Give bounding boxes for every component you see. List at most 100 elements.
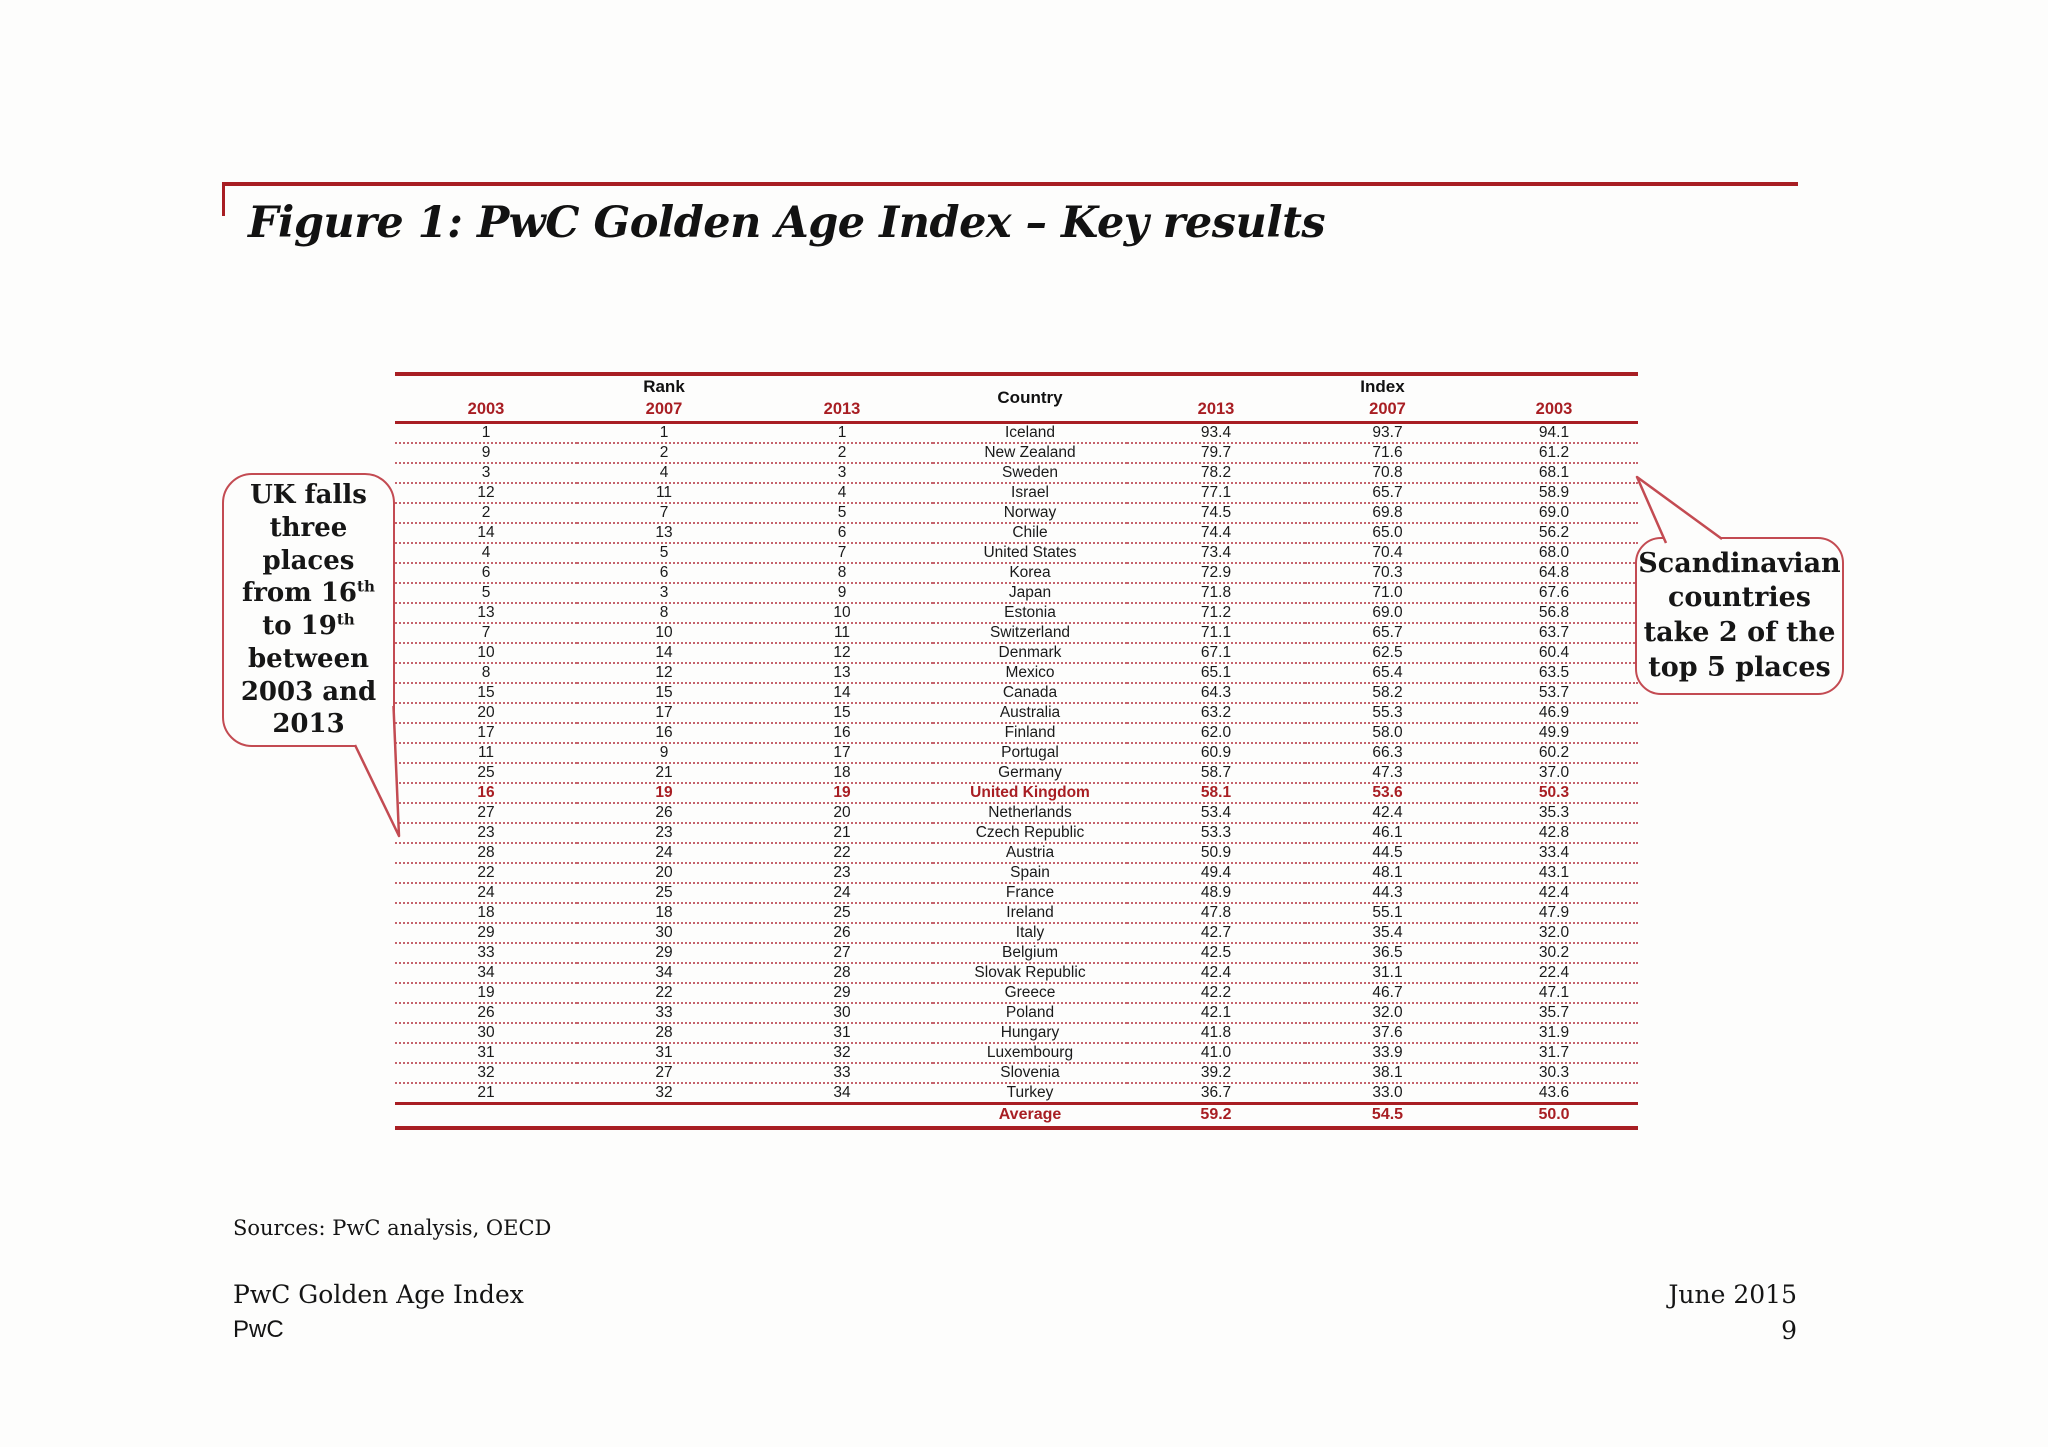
value-cell: 23 <box>395 822 577 844</box>
value-cell: 20 <box>395 702 577 724</box>
value-cell: 25 <box>751 902 933 924</box>
callout-uk-falls: UK falls three places from 16th to 19th … <box>222 473 395 747</box>
value-cell: 56.2 <box>1470 522 1639 544</box>
value-cell: 33 <box>751 1062 933 1084</box>
country-cell: France <box>933 882 1127 904</box>
country-cell: Luxembourg <box>933 1042 1127 1064</box>
value-cell: 48.9 <box>1127 882 1305 904</box>
footer-date: June 2015 <box>1668 1280 1797 1309</box>
value-cell: 3 <box>751 462 933 484</box>
value-cell: 94.1 <box>1470 422 1639 444</box>
golden-age-index-table: Rank Country Index 2003 2007 2013 2013 2007 2… <box>395 372 1639 1130</box>
value-cell: 30 <box>751 1002 933 1024</box>
table-row: 6 6 8 Korea 72.9 70.3 64.8 <box>395 562 1639 584</box>
value-cell: 27 <box>751 942 933 964</box>
value-cell: 68.1 <box>1470 462 1639 484</box>
table-row: 19 22 29 Greece 42.2 46.7 47.1 <box>395 982 1639 1004</box>
value-cell: 32.0 <box>1305 1002 1470 1024</box>
value-cell: 78.2 <box>1127 462 1305 484</box>
value-cell: 15 <box>577 682 751 704</box>
value-cell: 30.2 <box>1470 942 1639 964</box>
table-row: 29 30 26 Italy 42.7 35.4 32.0 <box>395 922 1639 944</box>
value-cell: 53.6 <box>1305 782 1470 804</box>
index-group-header: Index <box>1127 372 1639 398</box>
value-cell: 77.1 <box>1127 482 1305 504</box>
country-cell: Turkey <box>933 1082 1127 1105</box>
value-cell: 18 <box>751 762 933 784</box>
value-cell: 35.7 <box>1470 1002 1639 1024</box>
value-cell: 66.3 <box>1305 742 1470 764</box>
value-cell: 42.7 <box>1127 922 1305 944</box>
value-cell: 61.2 <box>1470 442 1639 464</box>
value-cell: 17 <box>577 702 751 724</box>
value-cell: 37.6 <box>1305 1022 1470 1044</box>
table-row: 24 25 24 France 48.9 44.3 42.4 <box>395 882 1639 904</box>
value-cell: 31 <box>751 1022 933 1044</box>
value-cell: 13 <box>577 522 751 544</box>
value-cell: 12 <box>395 482 577 504</box>
header-rule-tick <box>222 182 225 216</box>
country-cell: Slovak Republic <box>933 962 1127 984</box>
table-row: 3 4 3 Sweden 78.2 70.8 68.1 <box>395 462 1639 484</box>
value-cell: 70.4 <box>1305 542 1470 564</box>
year-header: 2013 <box>751 398 933 424</box>
table-row: 17 16 16 Finland 62.0 58.0 49.9 <box>395 722 1639 744</box>
table-row: 13 8 10 Estonia 71.2 69.0 56.8 <box>395 602 1639 624</box>
value-cell: 22.4 <box>1470 962 1639 984</box>
country-cell: United Kingdom <box>933 782 1127 804</box>
country-cell: Chile <box>933 522 1127 544</box>
value-cell: 23 <box>751 862 933 884</box>
value-cell: 58.1 <box>1127 782 1305 804</box>
table-row: 20 17 15 Australia 63.2 55.3 46.9 <box>395 702 1639 724</box>
value-cell: 15 <box>751 702 933 724</box>
value-cell: 3 <box>395 462 577 484</box>
table-row: 33 29 27 Belgium 42.5 36.5 30.2 <box>395 942 1639 964</box>
value-cell: 20 <box>751 802 933 824</box>
value-cell: 6 <box>395 562 577 584</box>
value-cell: 65.7 <box>1305 622 1470 644</box>
group-header-row: Rank Country Index <box>395 372 1639 424</box>
country-cell: Finland <box>933 722 1127 744</box>
value-cell: 14 <box>577 642 751 664</box>
value-cell: 44.5 <box>1305 842 1470 864</box>
table-row: 16 19 19 United Kingdom 58.1 53.6 50.3 <box>395 782 1639 804</box>
value-cell: 17 <box>751 742 933 764</box>
country-cell: Greece <box>933 982 1127 1004</box>
value-cell: 47.8 <box>1127 902 1305 924</box>
year-header: 2003 <box>1470 398 1639 424</box>
value-cell: 5 <box>577 542 751 564</box>
value-cell: 42.2 <box>1127 982 1305 1004</box>
table-row: 30 28 31 Hungary 41.8 37.6 31.9 <box>395 1022 1639 1044</box>
value-cell: 42.8 <box>1470 822 1639 844</box>
footer-page-number: 9 <box>1781 1316 1797 1345</box>
value-cell: 1 <box>751 422 933 444</box>
value-cell: 35.3 <box>1470 802 1639 824</box>
callout-scandinavian: Scandinavian countries take 2 of the top… <box>1635 537 1844 695</box>
table-row: 25 21 18 Germany 58.7 47.3 37.0 <box>395 762 1639 784</box>
table-row: 27 26 20 Netherlands 53.4 42.4 35.3 <box>395 802 1639 824</box>
country-cell: Spain <box>933 862 1127 884</box>
value-cell: 50.9 <box>1127 842 1305 864</box>
value-cell: 53.3 <box>1127 822 1305 844</box>
value-cell: 67.1 <box>1127 642 1305 664</box>
value-cell: 31.7 <box>1470 1042 1639 1064</box>
country-header: Country <box>933 372 1127 424</box>
value-cell: 10 <box>395 642 577 664</box>
value-cell: 27 <box>395 802 577 824</box>
value-cell: 10 <box>577 622 751 644</box>
value-cell: 37.0 <box>1470 762 1639 784</box>
value-cell: 13 <box>395 602 577 624</box>
value-cell: 6 <box>751 522 933 544</box>
value-cell: 46.7 <box>1305 982 1470 1004</box>
value-cell: 7 <box>395 622 577 644</box>
value-cell: 62.5 <box>1305 642 1470 664</box>
country-cell: Estonia <box>933 602 1127 624</box>
value-cell: 73.4 <box>1127 542 1305 564</box>
value-cell: 58.0 <box>1305 722 1470 744</box>
rank-group-header: Rank <box>395 372 933 398</box>
country-cell: Ireland <box>933 902 1127 924</box>
value-cell: 19 <box>395 982 577 1004</box>
value-cell: 41.0 <box>1127 1042 1305 1064</box>
value-cell: 48.1 <box>1305 862 1470 884</box>
value-cell: 63.5 <box>1470 662 1639 684</box>
